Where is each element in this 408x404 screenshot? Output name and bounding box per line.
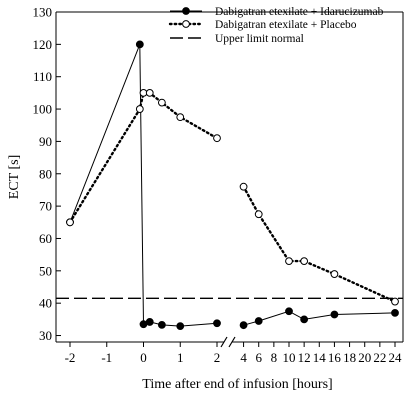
series-1-point xyxy=(135,40,144,49)
series-1-point xyxy=(254,317,263,325)
legend-label-1: Dabigatran etexilate + Idarucizumab xyxy=(215,6,384,18)
series-1-point xyxy=(157,320,166,329)
series-1-point xyxy=(300,315,309,324)
series-1-point xyxy=(285,307,293,316)
x-tick-label: 16 xyxy=(328,350,342,365)
x-tick-label: 10 xyxy=(283,350,296,365)
x-tick-label: -1 xyxy=(101,350,112,365)
x-tick-label: 18 xyxy=(343,350,356,365)
axis-break-mark xyxy=(220,336,228,348)
legend-label-2: Dabigatran etexilate + Placebo xyxy=(215,19,357,31)
series-2-point xyxy=(254,210,263,219)
series-2-point xyxy=(285,257,293,266)
series-2-point xyxy=(135,105,144,113)
x-tick-label: 6 xyxy=(255,350,262,365)
x-tick-label: 12 xyxy=(298,350,311,365)
series-line-2 xyxy=(242,185,397,303)
series-1-point xyxy=(330,310,339,319)
x-axis-title: Time after end of infusion [hours] xyxy=(142,377,332,392)
series-2-point xyxy=(157,98,166,107)
series-line-1 xyxy=(243,310,396,326)
series-2-point xyxy=(213,134,221,143)
legend-label-3: Upper limit normal xyxy=(215,33,304,45)
y-tick-label: 40 xyxy=(39,296,52,311)
y-tick-label: 90 xyxy=(39,134,52,149)
x-tick-label: 1 xyxy=(177,350,184,365)
axis-break-mark xyxy=(228,336,236,348)
legend-marker-2 xyxy=(182,20,190,28)
x-tick-label: 2 xyxy=(214,350,221,365)
series-2-point xyxy=(330,270,339,278)
series-1-point xyxy=(145,318,154,326)
y-tick-label: 60 xyxy=(39,231,52,246)
series-line-2 xyxy=(68,91,219,224)
x-tick-label: -2 xyxy=(65,350,76,365)
series-2-point xyxy=(300,257,309,266)
x-tick-label: 8 xyxy=(271,350,278,365)
y-tick-label: 110 xyxy=(33,69,52,84)
x-tick-label: 0 xyxy=(140,350,147,365)
x-tick-label: 24 xyxy=(389,350,403,365)
x-tick-label: 14 xyxy=(313,350,327,365)
y-tick-label: 80 xyxy=(39,166,52,181)
y-tick-label: 30 xyxy=(39,328,52,343)
legend-marker-1 xyxy=(182,7,190,15)
y-tick-label: 100 xyxy=(33,102,53,117)
series-1-point xyxy=(176,322,185,331)
series-1-point xyxy=(213,319,221,328)
series-2-point xyxy=(239,182,248,191)
y-tick-label: 130 xyxy=(33,5,53,20)
series-2-point xyxy=(66,218,74,227)
y-tick-label: 50 xyxy=(39,263,52,278)
series-1-point xyxy=(239,321,248,330)
series-1-point xyxy=(391,308,399,317)
series-2-point xyxy=(145,88,154,97)
series-2-point xyxy=(176,113,185,122)
y-tick-label: 70 xyxy=(39,199,52,214)
y-tick-label: 120 xyxy=(33,37,53,52)
x-tick-label: 4 xyxy=(240,350,247,365)
x-tick-label: 20 xyxy=(358,350,371,365)
y-axis-title: ECT [s] xyxy=(7,155,22,199)
series-2-point xyxy=(391,297,399,306)
x-tick-label: 22 xyxy=(373,350,386,365)
